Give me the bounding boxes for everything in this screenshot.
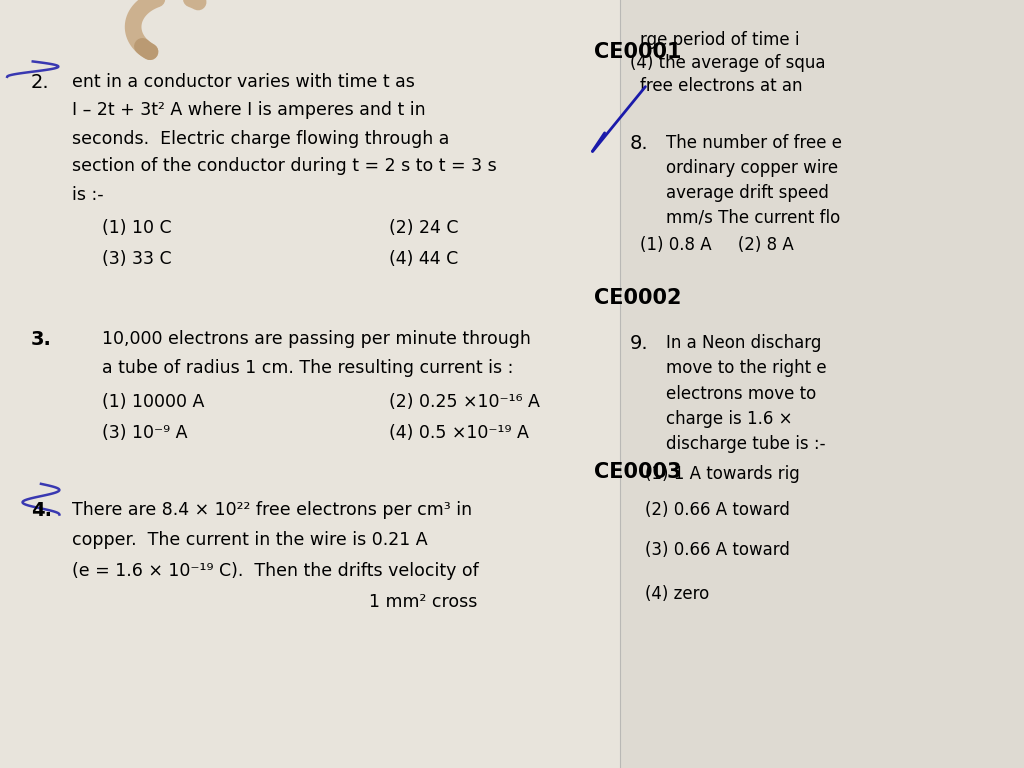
Text: CE0002: CE0002 [594,288,681,308]
Text: free electrons at an: free electrons at an [640,77,803,94]
Text: move to the right e: move to the right e [666,359,826,377]
Text: 9.: 9. [630,334,648,353]
Text: mm/s The current flo: mm/s The current flo [666,208,840,226]
Text: discharge tube is :-: discharge tube is :- [666,435,825,453]
Text: 1 mm² cross: 1 mm² cross [72,593,477,611]
Text: copper.  The current in the wire is 0.21 A: copper. The current in the wire is 0.21 … [72,531,427,549]
Text: (e = 1.6 × 10⁻¹⁹ C).  Then the drifts velocity of: (e = 1.6 × 10⁻¹⁹ C). Then the drifts vel… [72,562,478,580]
Text: (3) 10⁻⁹ A: (3) 10⁻⁹ A [102,424,187,442]
Text: electrons move to: electrons move to [666,385,816,402]
Text: (3) 0.66 A toward: (3) 0.66 A toward [645,541,790,559]
Text: (2) 0.25 ×10⁻¹⁶ A: (2) 0.25 ×10⁻¹⁶ A [389,393,540,411]
Text: ordinary copper wire: ordinary copper wire [666,159,838,177]
Text: (1) 0.8 A     (2) 8 A: (1) 0.8 A (2) 8 A [640,236,794,253]
Text: (1) 10000 A: (1) 10000 A [102,393,205,411]
Text: 2.: 2. [31,73,49,92]
Bar [0,0,620,768]
Text: average drift speed: average drift speed [666,184,828,201]
Text: 8.: 8. [630,134,648,154]
Text: rge period of time i: rge period of time i [640,31,800,48]
Text: There are 8.4 × 10²² free electrons per cm³ in: There are 8.4 × 10²² free electrons per … [72,501,472,518]
Text: I – 2t + 3t² A where I is amperes and t in: I – 2t + 3t² A where I is amperes and t … [72,101,425,119]
Text: 4.: 4. [31,501,52,520]
Text: (4) 0.5 ×10⁻¹⁹ A: (4) 0.5 ×10⁻¹⁹ A [389,424,529,442]
Text: 3.: 3. [31,330,51,349]
Text: (2) 24 C: (2) 24 C [389,219,459,237]
Text: In a Neon discharg: In a Neon discharg [666,334,821,352]
Bar [620,0,1024,768]
Text: (4) zero: (4) zero [645,585,710,603]
Text: section of the conductor during t = 2 s to t = 3 s: section of the conductor during t = 2 s … [72,157,497,175]
Text: 10,000 electrons are passing per minute through: 10,000 electrons are passing per minute … [102,330,531,348]
Text: (2) 0.66 A toward: (2) 0.66 A toward [645,501,790,518]
Text: a tube of radius 1 cm. The resulting current is :: a tube of radius 1 cm. The resulting cur… [102,359,514,376]
Text: ent in a conductor varies with time t as: ent in a conductor varies with time t as [72,73,415,91]
Text: (4) the average of squa: (4) the average of squa [630,54,825,71]
Text: is :-: is :- [72,186,103,204]
Text: CE0001: CE0001 [594,42,681,62]
Text: (1) 1 A towards rig: (1) 1 A towards rig [645,465,800,482]
Text: (4) 44 C: (4) 44 C [389,250,459,267]
Text: CE0003: CE0003 [594,462,681,482]
Text: seconds.  Electric charge flowing through a: seconds. Electric charge flowing through… [72,130,450,147]
Text: (3) 33 C: (3) 33 C [102,250,172,267]
Text: charge is 1.6 ×: charge is 1.6 × [666,410,793,428]
Text: The number of free e: The number of free e [666,134,842,152]
Text: (1) 10 C: (1) 10 C [102,219,172,237]
